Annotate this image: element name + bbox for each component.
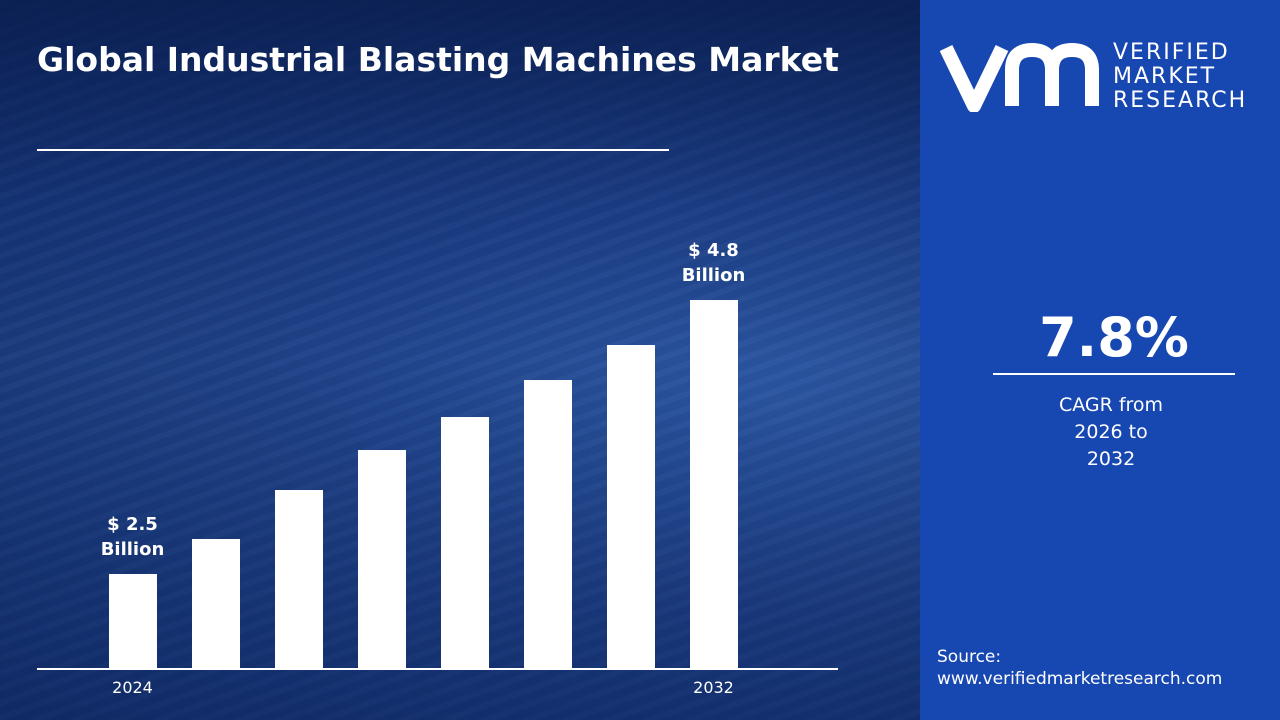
cagr-value: 7.8% bbox=[1039, 306, 1189, 369]
logo-mark bbox=[940, 42, 1099, 112]
brand-line: RESEARCH bbox=[1113, 88, 1248, 113]
baseline bbox=[37, 668, 838, 670]
bar bbox=[523, 379, 572, 669]
bar bbox=[274, 490, 323, 669]
bar bbox=[108, 573, 157, 669]
cagr-caption: CAGR from 2026 to 2032 bbox=[1058, 394, 1164, 470]
divider bbox=[37, 149, 669, 151]
source-url: www.verifiedmarketresearch.com bbox=[937, 669, 1223, 689]
x-tick-label: 2032 bbox=[693, 678, 734, 697]
divider bbox=[993, 373, 1235, 375]
brand-line: MARKET bbox=[1113, 64, 1217, 89]
bar bbox=[689, 300, 738, 669]
side-panel bbox=[920, 0, 1280, 720]
source-label: Source: bbox=[937, 647, 1002, 667]
data-label: $ 2.5 Billion bbox=[100, 513, 165, 560]
bar bbox=[606, 345, 655, 669]
brand-line: VERIFIED bbox=[1113, 40, 1230, 65]
bar bbox=[191, 539, 240, 669]
x-tick-label: 2024 bbox=[112, 678, 153, 697]
data-label: $ 4.8 Billion bbox=[681, 240, 746, 286]
bar bbox=[357, 449, 406, 669]
bar bbox=[440, 416, 489, 669]
chart-title: Global Industrial Blasting Machines Mark… bbox=[37, 40, 839, 79]
